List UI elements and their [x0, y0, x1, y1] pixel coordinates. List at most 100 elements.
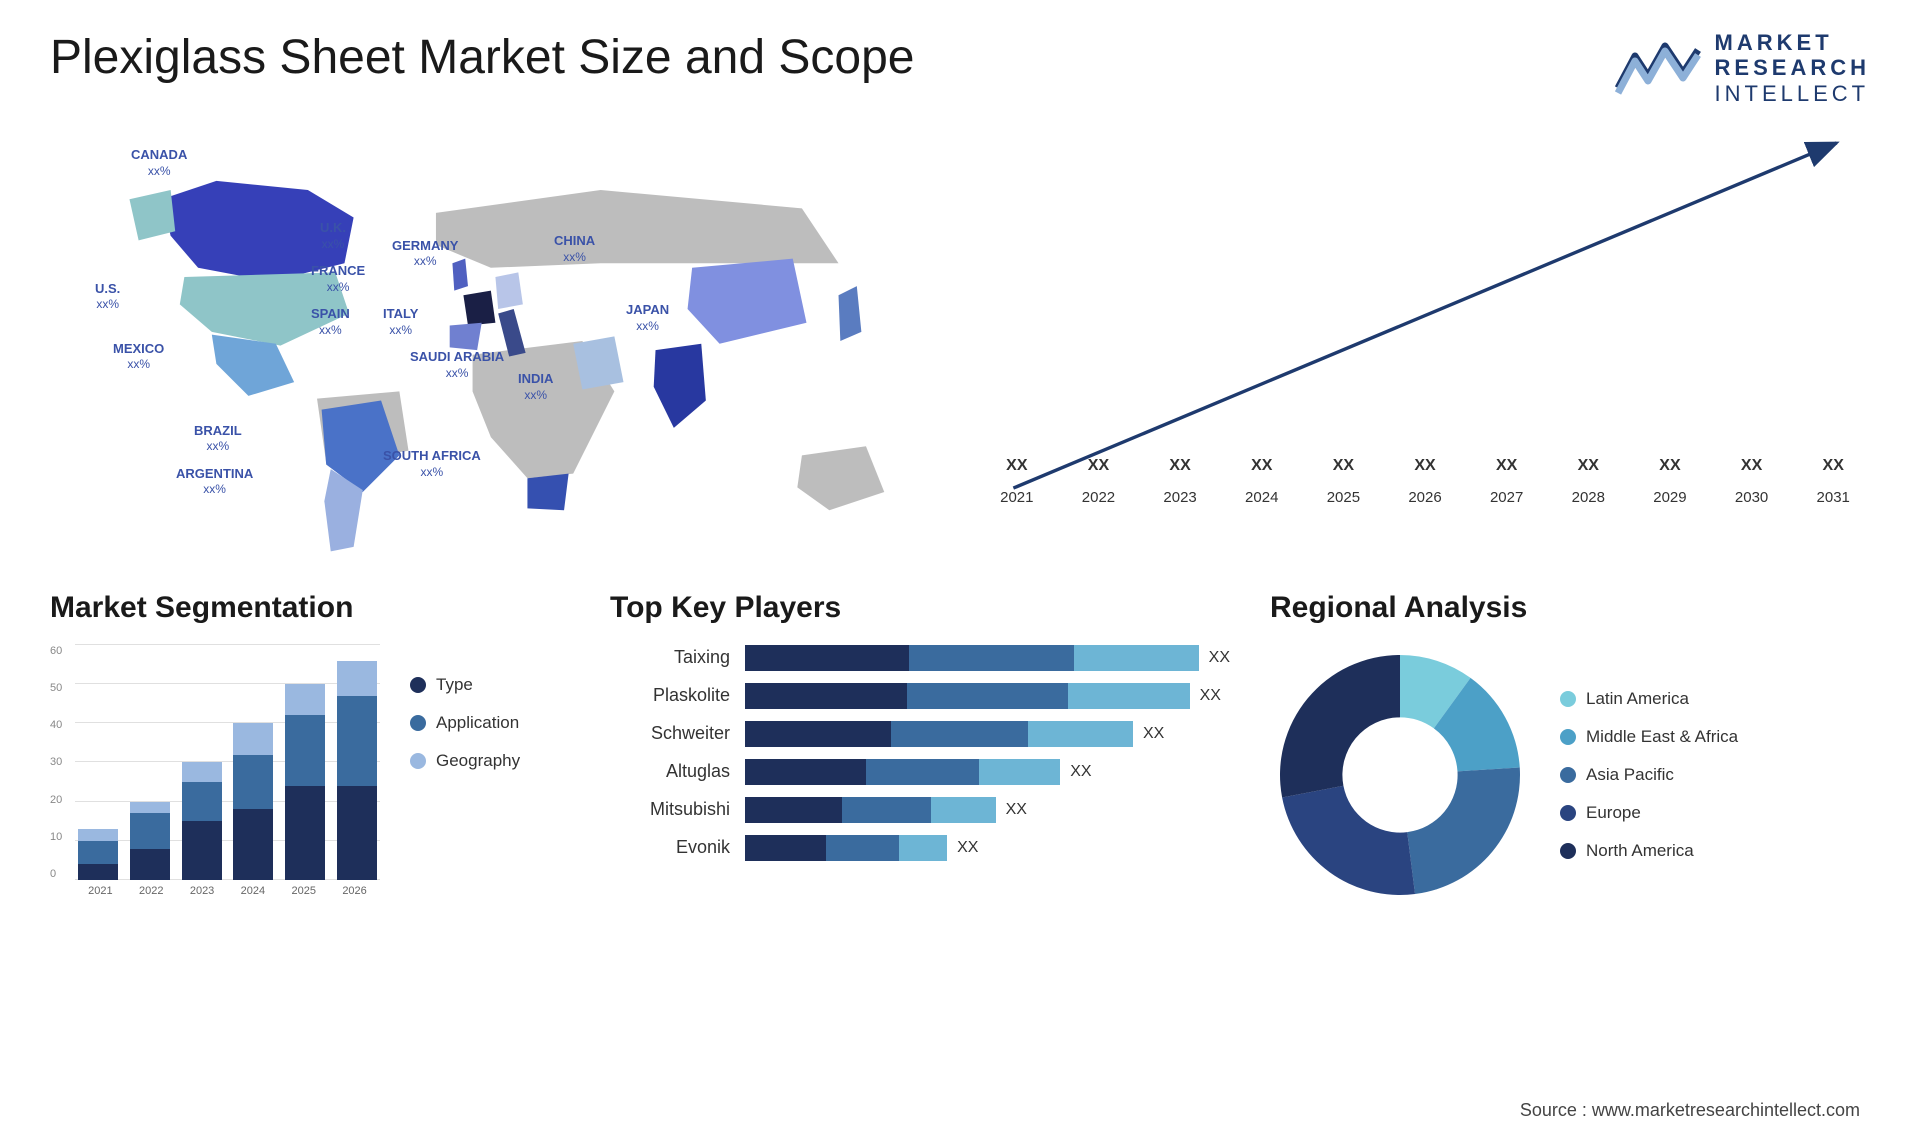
country-china: [688, 259, 807, 344]
seg-x-label: 2023: [190, 885, 214, 905]
seg-bar-segment: [78, 864, 118, 880]
map-label-canada: CANADAxx%: [131, 147, 187, 178]
legend-label: Latin America: [1586, 689, 1689, 709]
legend-item: Application: [410, 713, 570, 733]
kp-bar-segment: [1074, 645, 1199, 671]
forecast-year-label: 2022: [1082, 489, 1115, 506]
map-label-japan: JAPANxx%: [626, 302, 669, 333]
segmentation-legend: Type Application Geography: [410, 645, 570, 905]
y-tick: 50: [50, 682, 75, 694]
legend-label: Europe: [1586, 803, 1641, 823]
kp-value: XX: [1006, 801, 1027, 819]
seg-bar-segment: [285, 786, 325, 880]
map-label-spain: SPAINxx%: [311, 306, 350, 337]
seg-bar-segment: [285, 715, 325, 786]
map-label-argentina: ARGENTINAxx%: [176, 466, 253, 497]
kp-name: Taixing: [610, 647, 730, 668]
forecast-bar-2025: XX 2025: [1307, 457, 1381, 506]
y-tick: 30: [50, 756, 75, 768]
kp-value: XX: [1070, 763, 1091, 781]
kp-value: XX: [1143, 725, 1164, 743]
map-label-saudiarabia: SAUDI ARABIAxx%: [410, 349, 504, 380]
source-attribution: Source : www.marketresearchintellect.com: [1520, 1100, 1860, 1121]
forecast-chart: XX2021XX2022XX2023XX2024XX2025XX2026XX20…: [980, 126, 1870, 556]
forecast-bar-2029: XX2029: [1633, 457, 1707, 506]
kp-bar-segment: [979, 759, 1060, 785]
seg-bar-segment: [233, 755, 273, 810]
y-tick: 40: [50, 719, 75, 731]
seg-bar-segment: [285, 684, 325, 715]
seg-bar-segment: [182, 782, 222, 821]
forecast-year-label: 2024: [1245, 489, 1278, 506]
kp-bar-segment: [909, 645, 1073, 671]
legend-item: Type: [410, 675, 570, 695]
map-label-china: CHINAxx%: [554, 233, 595, 264]
regional-section: Regional Analysis Latin AmericaMiddle Ea…: [1270, 591, 1870, 905]
forecast-bar-2027: XX 2027: [1470, 457, 1544, 506]
legend-item: Europe: [1560, 803, 1738, 823]
header: Plexiglass Sheet Market Size and Scope M…: [50, 30, 1870, 106]
world-map-section: CANADAxx%U.S.xx%MEXICOxx%BRAZILxx%ARGENT…: [50, 126, 950, 556]
landmass: [797, 446, 884, 510]
legend-item: Geography: [410, 751, 570, 771]
country-spain: [450, 323, 482, 350]
map-label-brazil: BRAZILxx%: [194, 423, 242, 454]
country-germany: [495, 272, 522, 309]
kp-bar-segment: [826, 835, 899, 861]
forecast-year-label: 2031: [1817, 489, 1850, 506]
legend-label: North America: [1586, 841, 1694, 861]
seg-bar-2023: [182, 762, 222, 879]
seg-bar-segment: [182, 821, 222, 880]
forecast-year-label: 2026: [1408, 489, 1441, 506]
seg-bar-segment: [182, 762, 222, 782]
kp-row: PlaskoliteXX: [610, 683, 1230, 709]
segmentation-title: Market Segmentation: [50, 591, 570, 625]
forecast-bar-2023: XX 2023: [1143, 457, 1217, 506]
kp-row: EvonikXX: [610, 835, 1230, 861]
forecast-year-label: 2025: [1327, 489, 1360, 506]
seg-bar-2022: [130, 802, 170, 880]
forecast-value: XX: [1659, 457, 1680, 475]
forecast-year-label: 2021: [1000, 489, 1033, 506]
legend-label: Application: [436, 713, 519, 733]
kp-row: MitsubishiXX: [610, 797, 1230, 823]
kp-name: Schweiter: [610, 723, 730, 744]
forecast-bar-2030: XX2030: [1715, 457, 1789, 506]
top-row: CANADAxx%U.S.xx%MEXICOxx%BRAZILxx%ARGENT…: [50, 126, 1870, 556]
kp-bar-segment: [931, 797, 996, 823]
map-label-italy: ITALYxx%: [383, 306, 418, 337]
kp-name: Altuglas: [610, 761, 730, 782]
kp-bar-segment: [745, 759, 866, 785]
segmentation-section: Market Segmentation 0102030405060 202120…: [50, 591, 570, 905]
country-france: [463, 291, 495, 326]
legend-dot: [1560, 843, 1576, 859]
seg-bar-segment: [130, 802, 170, 814]
map-label-germany: GERMANYxx%: [392, 238, 458, 269]
legend-dot: [410, 753, 426, 769]
legend-item: North America: [1560, 841, 1738, 861]
donut-slice: [1407, 767, 1520, 894]
kp-value: XX: [957, 839, 978, 857]
forecast-year-label: 2027: [1490, 489, 1523, 506]
segmentation-chart: 0102030405060 202120222023202420252026: [50, 645, 380, 905]
regional-legend: Latin AmericaMiddle East & AfricaAsia Pa…: [1560, 689, 1738, 861]
country-japan: [839, 286, 862, 341]
map-label-france: FRANCExx%: [311, 263, 365, 294]
legend-item: Middle East & Africa: [1560, 727, 1738, 747]
forecast-year-label: 2023: [1163, 489, 1196, 506]
forecast-value: XX: [1169, 457, 1190, 475]
forecast-bar-2028: XX2028: [1551, 457, 1625, 506]
seg-x-label: 2024: [241, 885, 265, 905]
forecast-value: XX: [1333, 457, 1354, 475]
seg-bar-2024: [233, 723, 273, 880]
logo-text: MARKET RESEARCH INTELLECT: [1715, 30, 1870, 106]
legend-label: Geography: [436, 751, 520, 771]
brand-logo: MARKET RESEARCH INTELLECT: [1613, 30, 1870, 106]
forecast-value: XX: [1823, 457, 1844, 475]
forecast-value: XX: [1496, 457, 1517, 475]
regional-donut: [1270, 645, 1530, 905]
y-tick: 20: [50, 794, 75, 806]
seg-bar-segment: [130, 849, 170, 880]
seg-bar-2026: [337, 661, 377, 880]
kp-name: Plaskolite: [610, 685, 730, 706]
